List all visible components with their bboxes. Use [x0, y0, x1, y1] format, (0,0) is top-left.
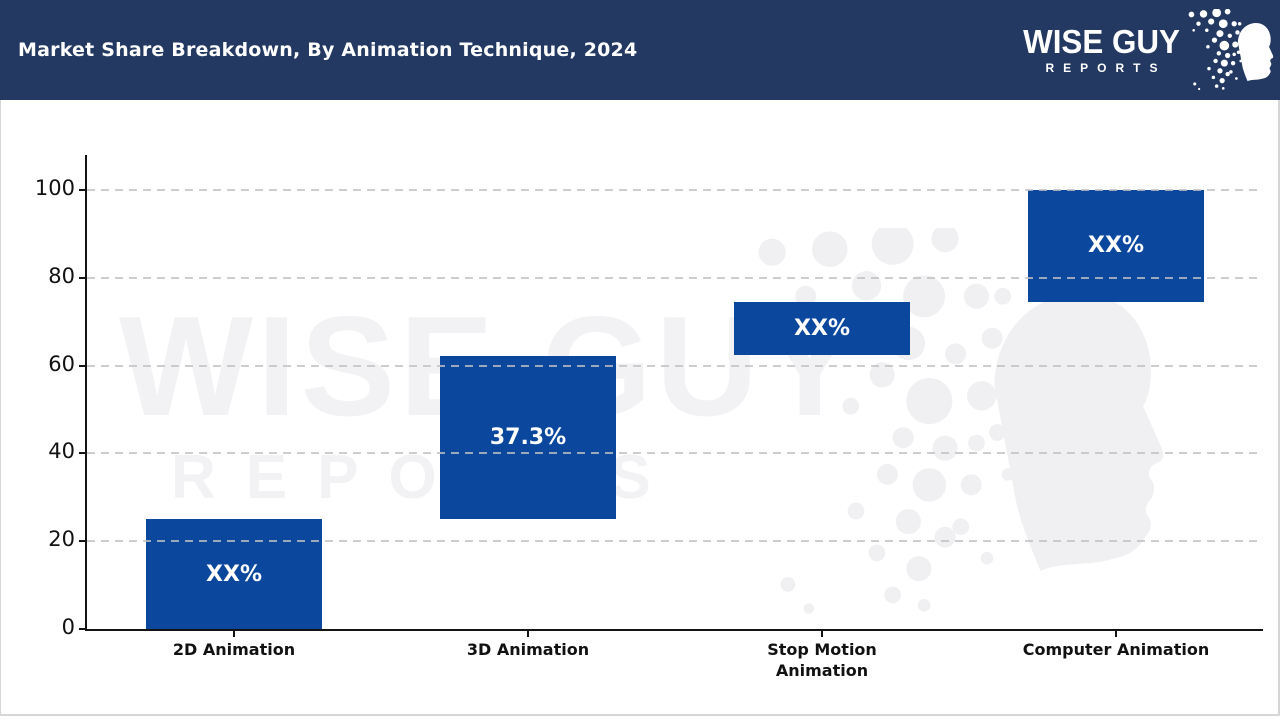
x-tick [1115, 629, 1117, 637]
y-tick-label: 60 [48, 351, 75, 376]
y-tick-label: 0 [61, 615, 75, 639]
chart-area: WISE GUY REPORTS XX%37.3%XX%XX% 02040608… [0, 100, 1280, 716]
y-tick [79, 452, 87, 455]
x-category-label: Stop Motion Animation [767, 640, 877, 680]
gridline [87, 276, 1263, 279]
x-tick [527, 629, 529, 637]
y-tick [79, 276, 87, 279]
bar-value-label: XX% [794, 315, 850, 341]
gridline [87, 452, 1263, 455]
bar: XX% [146, 519, 322, 629]
brand-logo: WISE GUY REPORTS [1019, 9, 1278, 91]
grid-layer [1, 100, 1278, 714]
y-tick [79, 628, 87, 630]
bar: XX% [734, 301, 910, 356]
x-tick [821, 629, 823, 637]
bar-value-label: 37.3% [489, 424, 567, 450]
header-bar: Market Share Breakdown, By Animation Tec… [0, 0, 1280, 100]
brand-name: WISE GUY [1023, 23, 1180, 60]
x-axis-spine [85, 629, 1263, 631]
y-axis-spine [85, 155, 87, 631]
gridline [87, 540, 1263, 543]
y-tick-label: 80 [48, 263, 75, 288]
x-category-label: Computer Animation [1022, 640, 1210, 659]
bars-layer: XX% 37.3% XX% XX% [1, 100, 1278, 714]
wiseguy-face-icon [1186, 9, 1278, 91]
bar: 37.3% [440, 355, 616, 520]
bar-value-label: XX% [1088, 233, 1144, 259]
y-tick [79, 540, 87, 543]
x-category-label: 2D Animation [172, 640, 296, 659]
brand-text: WISE GUY REPORTS [1019, 25, 1184, 75]
bar: XX% [1028, 190, 1204, 302]
y-tick-label: 40 [48, 439, 75, 464]
brand-sub: REPORTS [1045, 61, 1167, 75]
x-tick [233, 629, 235, 637]
y-tick [79, 364, 87, 367]
bar-value-label: XX% [206, 561, 262, 587]
x-category-label: 3D Animation [466, 640, 590, 659]
gridline [87, 364, 1263, 367]
gridline [87, 189, 1263, 191]
y-tick-label: 20 [48, 527, 75, 552]
page-title: Market Share Breakdown, By Animation Tec… [18, 39, 638, 61]
y-tick-label: 100 [34, 176, 75, 200]
y-tick [79, 189, 87, 191]
axes-layer: 0 20 40 60 80 100 2D Animation 3D Animation Stop… [1, 100, 1278, 714]
